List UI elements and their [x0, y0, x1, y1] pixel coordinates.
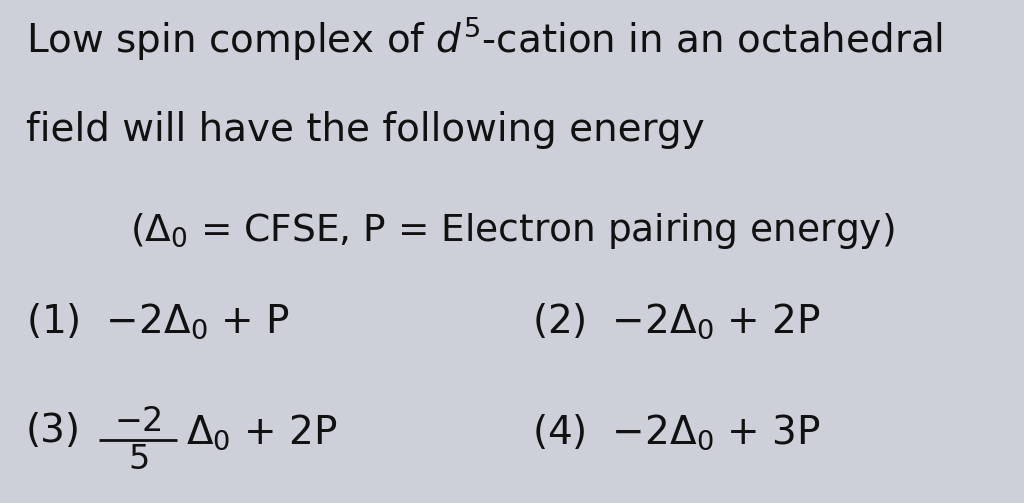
Text: (2)  $-2\Delta_0$ + 2P: (2) $-2\Delta_0$ + 2P: [532, 302, 821, 342]
Text: field will have the following energy: field will have the following energy: [26, 111, 705, 149]
Text: (3): (3): [26, 412, 81, 451]
Text: $-2$: $-2$: [115, 405, 162, 438]
Text: ($\Delta_0$ = CFSE, P = Electron pairing energy): ($\Delta_0$ = CFSE, P = Electron pairing…: [130, 211, 894, 252]
Text: $5$: $5$: [128, 443, 148, 476]
Text: (4)  $-2\Delta_0$ + 3P: (4) $-2\Delta_0$ + 3P: [532, 412, 821, 452]
Text: Low spin complex of $d^5$-cation in an octahedral: Low spin complex of $d^5$-cation in an o…: [26, 15, 943, 62]
Text: $\Delta_0$ + 2P: $\Delta_0$ + 2P: [186, 412, 338, 452]
Text: (1)  $-2\Delta_0$ + P: (1) $-2\Delta_0$ + P: [26, 302, 290, 342]
